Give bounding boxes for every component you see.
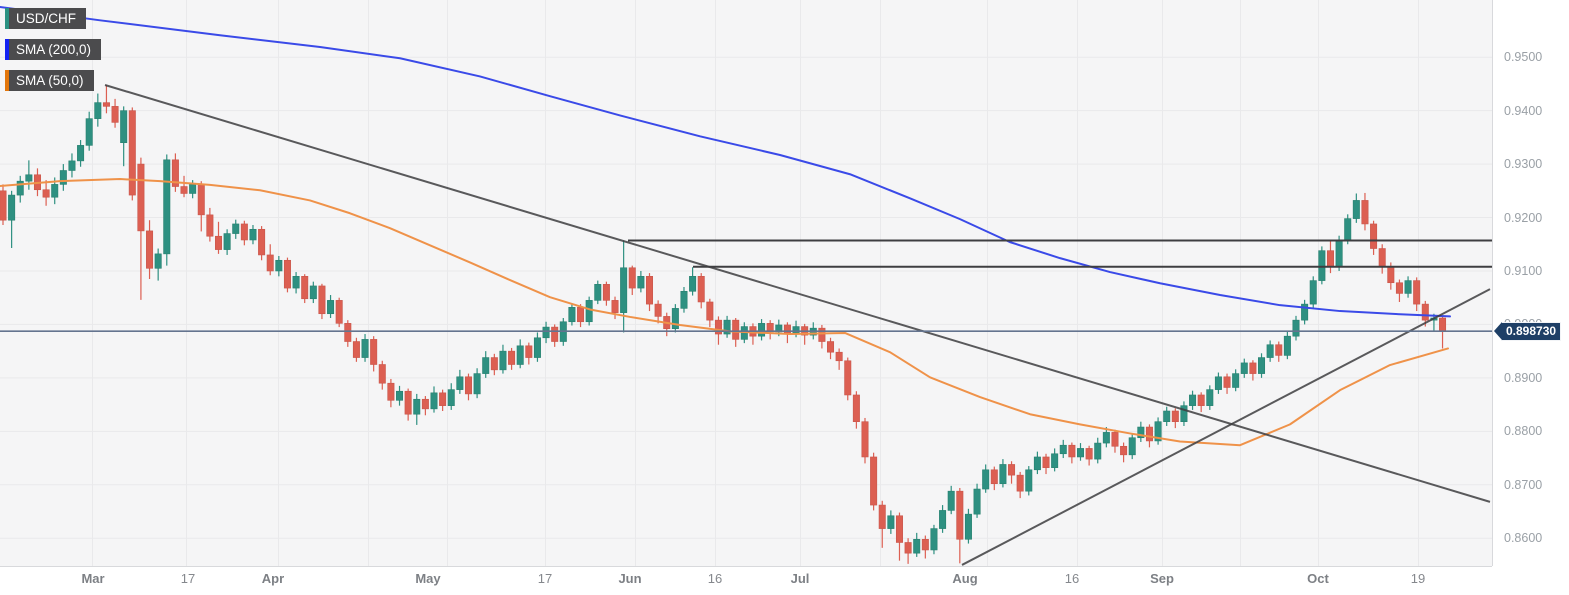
sma-200-line — [0, 5, 1451, 318]
x-axis-label: 17 — [180, 571, 196, 586]
usd-chf-color-swatch — [5, 8, 9, 29]
x-axis-label: Mar — [81, 571, 105, 586]
sma-50-color-swatch — [5, 70, 9, 91]
candles-layer — [0, 84, 1447, 564]
y-axis-tick: 0.9200 — [1504, 210, 1543, 225]
x-axis-label: 16 — [1064, 571, 1080, 586]
legend-item-sma-50: SMA (50,0) — [5, 70, 94, 91]
y-axis-tick: 0.8700 — [1504, 477, 1543, 492]
x-axis-label: 19 — [1410, 571, 1426, 586]
current-price-tag: 0.898730 — [1493, 321, 1562, 341]
chart-legend: USD/CHF SMA (200,0) SMA (50,0) — [5, 8, 102, 101]
x-axis-label: Jun — [618, 571, 642, 586]
y-axis-tick: 0.8900 — [1504, 370, 1543, 385]
sma-200-label: SMA (200,0) — [16, 42, 92, 57]
legend-item-sma-200: SMA (200,0) — [5, 39, 102, 60]
x-axis-label: Apr — [261, 571, 285, 586]
x-axis-label: Jul — [790, 571, 810, 586]
sma-200-color-swatch — [5, 39, 9, 60]
x-axis-label: 16 — [707, 571, 723, 586]
y-axis-tick: 0.9500 — [1504, 50, 1543, 65]
x-axis-label: Sep — [1150, 571, 1174, 586]
legend-item-usd-chf: USD/CHF — [5, 8, 86, 29]
y-axis-tick: 0.9400 — [1504, 103, 1543, 118]
trendline-descending — [104, 84, 1491, 503]
usd-chf-label: USD/CHF — [16, 11, 76, 26]
sma-50-line — [0, 178, 1449, 447]
x-axis-label: Aug — [952, 571, 978, 586]
x-axis-label: May — [415, 571, 441, 586]
x-axis-label: Oct — [1307, 571, 1329, 586]
y-axis-tick: 0.8600 — [1504, 531, 1543, 546]
sma-50-label: SMA (50,0) — [16, 73, 84, 88]
grid-layer — [0, 0, 1492, 566]
y-axis-tick: 0.8800 — [1504, 424, 1543, 439]
y-axis-tick: 0.9100 — [1504, 263, 1543, 278]
trendline-ascending — [961, 288, 1491, 566]
x-axis-label: 17 — [537, 571, 553, 586]
y-axis-tick: 0.9300 — [1504, 157, 1543, 172]
